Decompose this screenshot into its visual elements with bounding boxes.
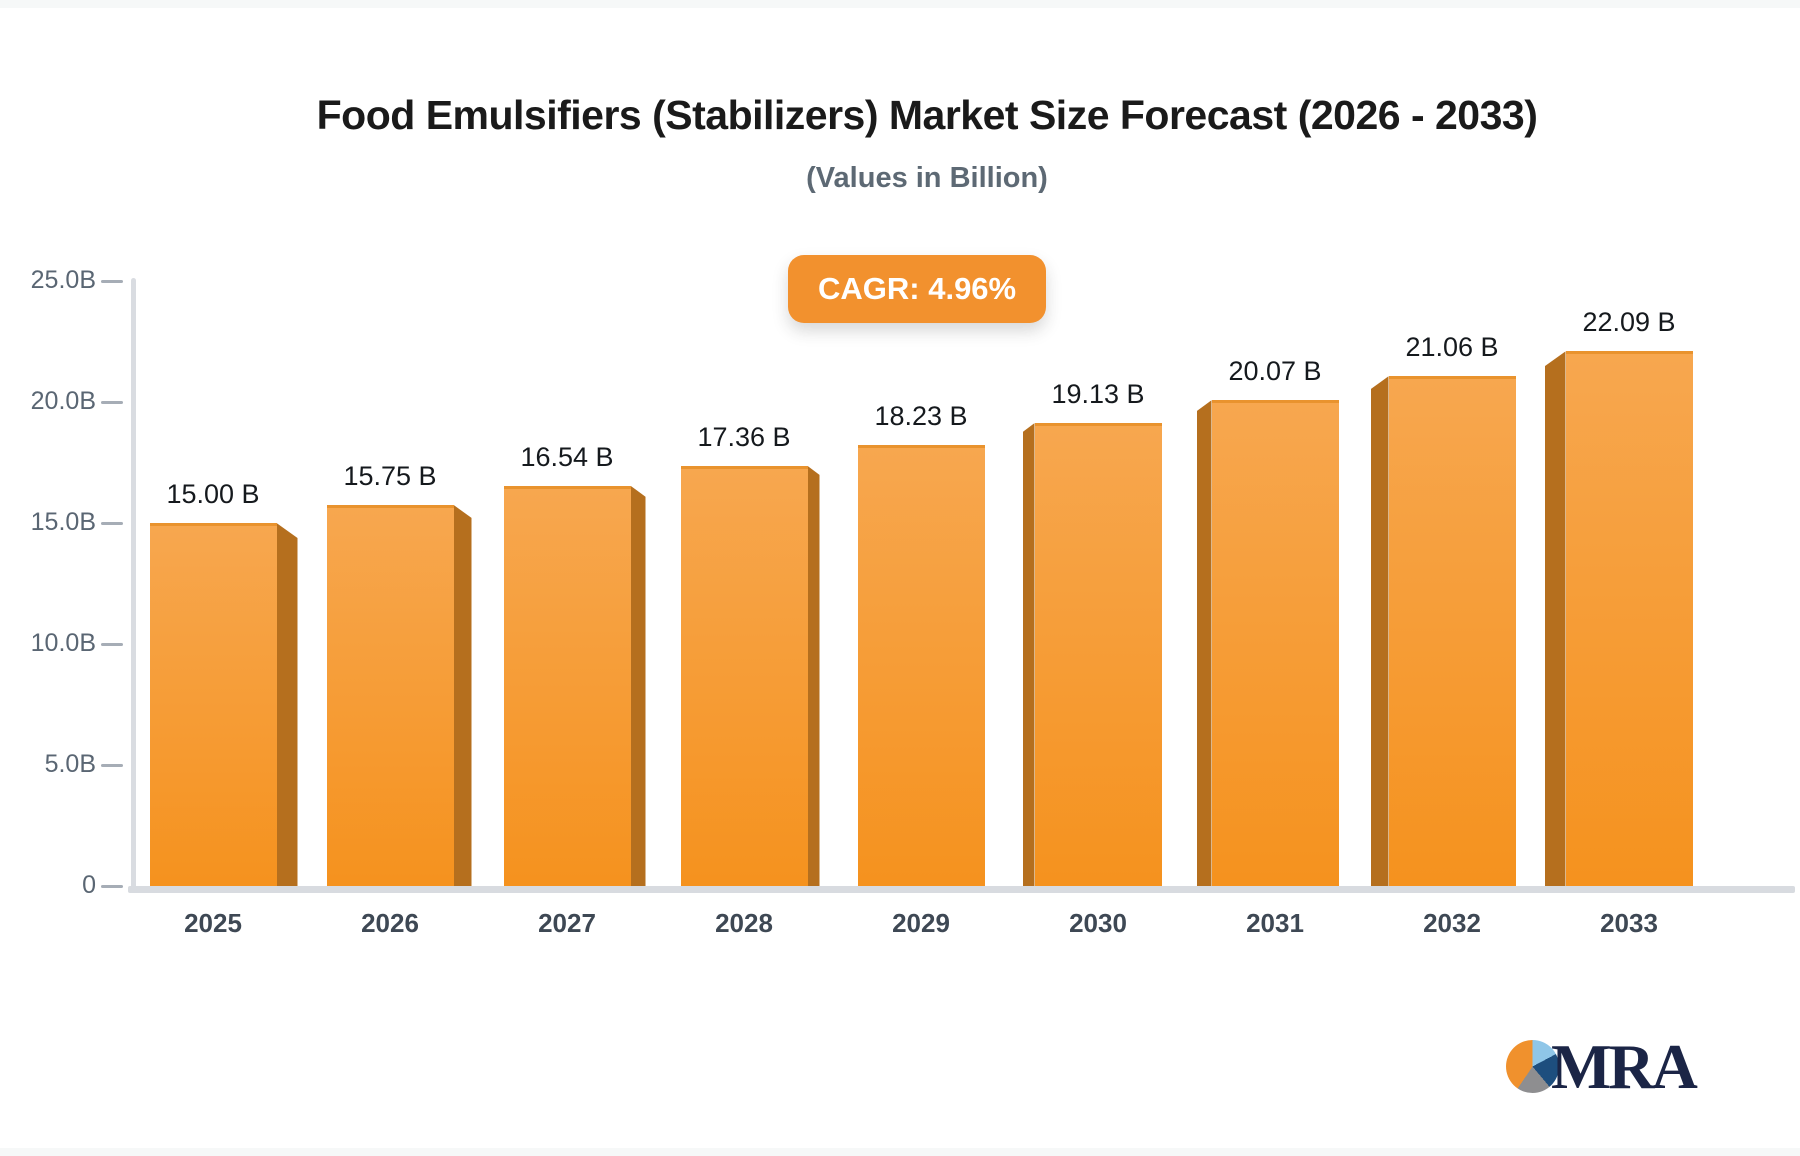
- y-axis-tick-label: 25.0B: [30, 266, 96, 294]
- bar-value-label: 19.13 B: [1051, 379, 1145, 410]
- bar-3d-side: [1196, 400, 1212, 886]
- bar: [503, 485, 631, 886]
- y-axis-line: [131, 278, 136, 893]
- bar: [680, 465, 808, 886]
- x-axis-label: 2032: [1423, 908, 1481, 938]
- bar-3d-side: [1370, 376, 1389, 886]
- bar-value-label: 21.06 B: [1405, 332, 1499, 363]
- bar-3d-side: [276, 523, 298, 886]
- x-axis-label: 2030: [1069, 908, 1127, 938]
- x-axis-label: 2033: [1600, 908, 1658, 938]
- canvas-frame-bottom: [0, 1148, 1800, 1156]
- bar-3d-side: [1022, 423, 1035, 886]
- y-axis-tick: [101, 521, 123, 525]
- mra-logo: MRA: [1506, 1031, 1698, 1102]
- x-axis-label: 2025: [184, 908, 242, 938]
- canvas-frame-top: [0, 0, 1800, 8]
- bar-value-label: 22.09 B: [1582, 307, 1676, 338]
- bar-3d-side: [453, 504, 472, 886]
- y-axis-tick: [101, 884, 123, 888]
- y-axis-tick: [101, 279, 123, 283]
- x-axis-label: 2028: [715, 908, 773, 938]
- bar: [1034, 423, 1162, 886]
- bar: [326, 504, 454, 886]
- y-axis-tick-label: 10.0B: [30, 629, 96, 657]
- cagr-badge: CAGR: 4.96%: [788, 255, 1047, 323]
- bar-value-label: 15.75 B: [343, 460, 437, 491]
- bar-3d-side: [630, 485, 646, 886]
- x-axis-baseline: [128, 886, 1795, 893]
- bar-3d-side: [807, 465, 820, 886]
- bar-value-label: 18.23 B: [874, 400, 968, 431]
- bar: [1388, 376, 1516, 886]
- x-axis-label: 2026: [361, 908, 419, 938]
- bar: [857, 444, 985, 886]
- bar-value-label: 20.07 B: [1228, 356, 1322, 387]
- bar-3d-side: [1544, 351, 1566, 886]
- y-axis-tick-label: 15.0B: [30, 508, 96, 536]
- bar: [1565, 351, 1693, 886]
- bar-value-label: 15.00 B: [166, 479, 260, 509]
- pie-chart-logo-icon: [1506, 1040, 1559, 1093]
- bar-value-label: 17.36 B: [697, 421, 791, 452]
- chart-subtitle: (Values in Billion): [806, 162, 1048, 194]
- chart-title: Food Emulsifiers (Stabilizers) Market Si…: [316, 92, 1538, 138]
- x-axis-label: 2027: [538, 908, 596, 938]
- y-axis-tick-label: 0: [82, 871, 96, 899]
- bar: [149, 523, 277, 886]
- x-axis-label: 2031: [1246, 908, 1304, 938]
- y-axis-tick: [101, 642, 123, 646]
- y-axis-tick-label: 20.0B: [30, 387, 96, 415]
- y-axis-tick: [101, 400, 123, 404]
- logo-text: MRA: [1551, 1031, 1698, 1102]
- y-axis-tick-label: 5.0B: [44, 750, 96, 778]
- bar: [1211, 400, 1339, 886]
- bar-value-label: 16.54 B: [520, 441, 614, 472]
- y-axis-tick: [101, 763, 123, 767]
- x-axis-label: 2029: [892, 908, 950, 938]
